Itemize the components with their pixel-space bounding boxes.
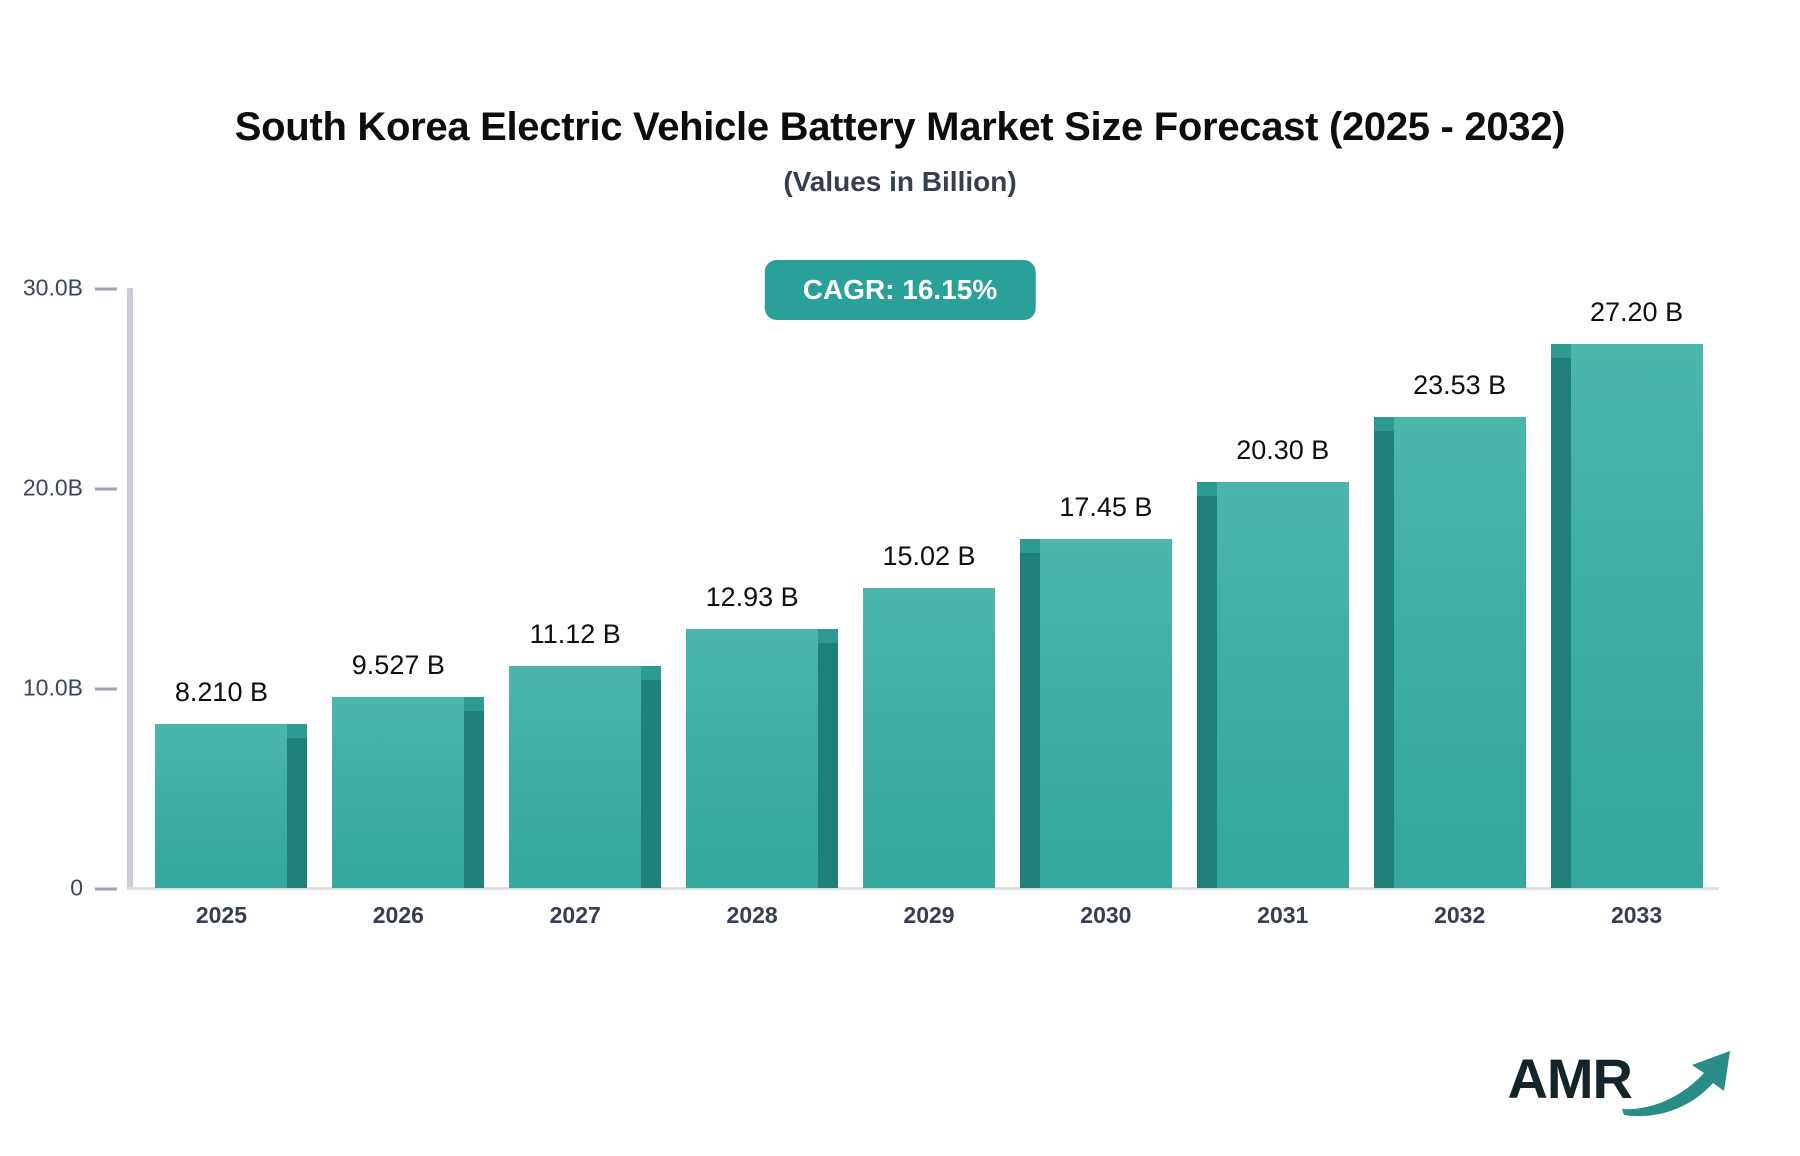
bar-value-label: 20.30 B: [1236, 435, 1330, 465]
x-axis-label: 2025: [195, 902, 248, 928]
bar-side-face: [287, 737, 308, 888]
bar-value-label: 23.53 B: [1413, 370, 1507, 401]
bar-group[interactable]: 17.45 B 2030: [1019, 288, 1172, 928]
bar-value-label: 12.93 B: [705, 582, 799, 613]
bar-front-face: [1039, 539, 1172, 888]
y-axis-tick-mark: [95, 887, 117, 891]
bar[interactable]: 23.53 B: [1373, 370, 1526, 888]
amr-logo: AMR: [1507, 1040, 1738, 1118]
bar-group[interactable]: 12.93 B 2028: [686, 288, 839, 928]
x-axis-label: 2028: [726, 902, 778, 928]
x-axis-label: 2026: [372, 902, 424, 928]
page-title: South Korea Electric Vehicle Battery Mar…: [234, 105, 1566, 149]
bar-value-label: 27.20 B: [1590, 297, 1684, 327]
y-axis-tick-label: 10.0B: [22, 674, 83, 701]
bar-top-face: [287, 723, 308, 738]
y-axis-tick-label: 30.0B: [22, 274, 83, 301]
x-axis-label: 2029: [903, 902, 955, 928]
bar-top-face: [1019, 539, 1040, 553]
bar-group[interactable]: 27.20 B 2033: [1550, 288, 1703, 928]
bar-front-face: [1216, 482, 1349, 888]
bar-front-face: [332, 697, 465, 888]
bar-value-label: 17.45 B: [1059, 492, 1153, 522]
bar-side-face: [464, 711, 485, 888]
bar-front-face: [155, 723, 288, 888]
bar-group[interactable]: 15.02 B 2029: [863, 288, 995, 928]
y-axis-tick-label: 20.0B: [22, 474, 83, 501]
bar-side-face: [1550, 358, 1571, 888]
bar-front-face: [863, 587, 995, 888]
y-axis-tick-mark: [95, 687, 117, 691]
bar[interactable]: 15.02 B: [863, 541, 995, 888]
bars-layer: 8.210 B 2025 9.527 B 2026 11.12 B 2027 12.93 B…: [133, 288, 1725, 928]
bar-side-face: [641, 679, 662, 888]
bar-value-label: 15.02 B: [882, 540, 976, 571]
bar-group[interactable]: 23.53 B 2032: [1373, 288, 1526, 928]
bar-top-face: [1196, 482, 1217, 496]
bar-group[interactable]: 9.527 B 2026: [332, 288, 485, 928]
logo-text: AMR: [1507, 1047, 1633, 1110]
y-axis-tick: 30.0B: [0, 275, 117, 302]
bar-value-label: 11.12 B: [529, 618, 621, 649]
bar[interactable]: 8.210 B: [155, 677, 308, 888]
bar-group[interactable]: 8.210 B 2025: [155, 288, 308, 928]
bar-side-face: [1196, 496, 1217, 888]
bar-top-face: [464, 697, 485, 712]
title-block: South Korea Electric Vehicle Battery Mar…: [0, 104, 1800, 198]
bar[interactable]: 20.30 B: [1196, 435, 1349, 888]
bar-side-face: [1019, 553, 1040, 888]
bar-front-face: [1393, 417, 1526, 888]
y-axis-tick-mark: [95, 487, 117, 491]
plot-area: 8.210 B 2025 9.527 B 2026 11.12 B 2027 12.93 B…: [23, 275, 1725, 928]
bar-side-face: [818, 643, 839, 888]
bar[interactable]: 17.45 B: [1019, 492, 1172, 888]
bar-group[interactable]: 20.30 B 2031: [1196, 288, 1349, 928]
bar[interactable]: 27.20 B: [1550, 297, 1703, 888]
bar-value-label: 8.210 B: [174, 676, 268, 707]
bar-group[interactable]: 11.12 B 2027: [509, 288, 662, 928]
bar-front-face: [509, 665, 642, 888]
bar-top-face: [641, 665, 662, 680]
bar-top-face: [818, 629, 839, 644]
x-axis-line: [127, 887, 1719, 890]
y-axis-tick: 0: [0, 875, 117, 902]
y-axis-line: [127, 288, 133, 888]
bar-front-face: [1570, 344, 1703, 888]
bar-front-face: [686, 629, 819, 888]
bar-top-face: [1373, 417, 1394, 432]
x-axis-label: 2031: [1257, 902, 1309, 928]
bar-side-face: [1373, 431, 1394, 888]
bar-top-face: [1550, 344, 1571, 358]
x-axis-label: 2030: [1080, 902, 1132, 928]
y-axis-tick-label: 0: [70, 874, 83, 901]
bar-value-label: 9.527 B: [351, 650, 445, 681]
cagr-badge: CAGR: 16.15%: [764, 260, 1036, 320]
bar[interactable]: 9.527 B: [332, 650, 485, 888]
chart-subtitle: (Values in Billion): [783, 166, 1017, 197]
x-axis-label: 2033: [1610, 902, 1663, 928]
bar[interactable]: 11.12 B: [509, 619, 662, 888]
growth-arrow-icon: [1618, 1043, 1738, 1122]
y-axis-tick: 20.0B: [0, 475, 117, 502]
bar[interactable]: 12.93 B: [686, 582, 839, 888]
y-axis-tick-mark: [95, 287, 117, 291]
x-axis-label: 2027: [549, 902, 601, 928]
y-axis-tick: 10.0B: [0, 675, 117, 702]
x-axis-label: 2032: [1434, 902, 1486, 928]
